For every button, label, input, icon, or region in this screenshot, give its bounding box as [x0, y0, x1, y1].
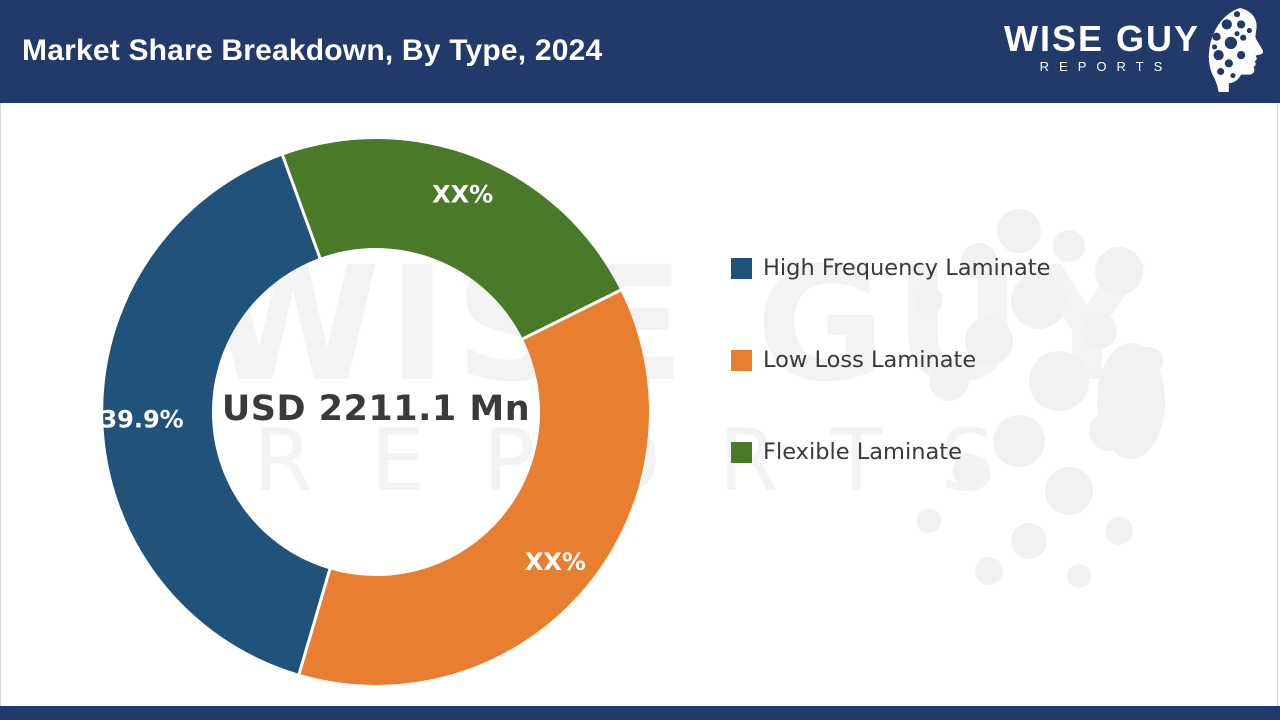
legend-swatch [731, 350, 752, 371]
legend-label: High Frequency Laminate [763, 255, 1051, 282]
slice-label-flexible-laminate: XX% [432, 181, 493, 209]
legend-item-flexible-laminate: Flexible Laminate [731, 441, 1050, 464]
donut-chart: 39.9% XX% XX% [100, 139, 650, 685]
logo-line1: WISE GUY [1003, 18, 1200, 59]
wise-guy-logo: WISE GUY REPORTS [1004, 6, 1266, 92]
segment-separator [297, 567, 332, 677]
logo-face-icon [1208, 8, 1264, 92]
donut-center-value: USD 2211.1 Mn [221, 389, 531, 429]
slice-label-low-loss-laminate: XX% [525, 548, 586, 576]
legend-label: Flexible Laminate [763, 439, 962, 466]
slice-label-high-frequency-laminate: 39.9% [100, 405, 183, 433]
segment-separator [520, 288, 623, 342]
legend-swatch [731, 258, 752, 279]
logo-line2: REPORTS [1039, 58, 1173, 74]
logo-wordmark: WISE GUY REPORTS [1004, 20, 1200, 74]
segment-separator [280, 153, 323, 261]
legend-label: Low Loss Laminate [763, 347, 977, 374]
donut-segment-flexible-laminate [282, 139, 621, 339]
donut-segment-low-loss-laminate [299, 290, 650, 685]
legend-item-high-frequency-laminate: High Frequency Laminate [731, 257, 1050, 280]
legend-swatch [731, 442, 752, 463]
header: Market Share Breakdown, By Type, 2024 WI… [0, 0, 1280, 103]
footer-bar [0, 706, 1280, 720]
chart-canvas: WISE GUY REPORTS 39.9% XX% XX% USD 2211.1 … [0, 103, 1278, 717]
watermark-face [915, 209, 1165, 588]
page-title: Market Share Breakdown, By Type, 2024 [22, 34, 603, 67]
donut-segment-high-frequency-laminate [103, 155, 330, 674]
legend: High Frequency Laminate Low Loss Laminate… [731, 257, 1050, 533]
legend-item-low-loss-laminate: Low Loss Laminate [731, 349, 1050, 372]
